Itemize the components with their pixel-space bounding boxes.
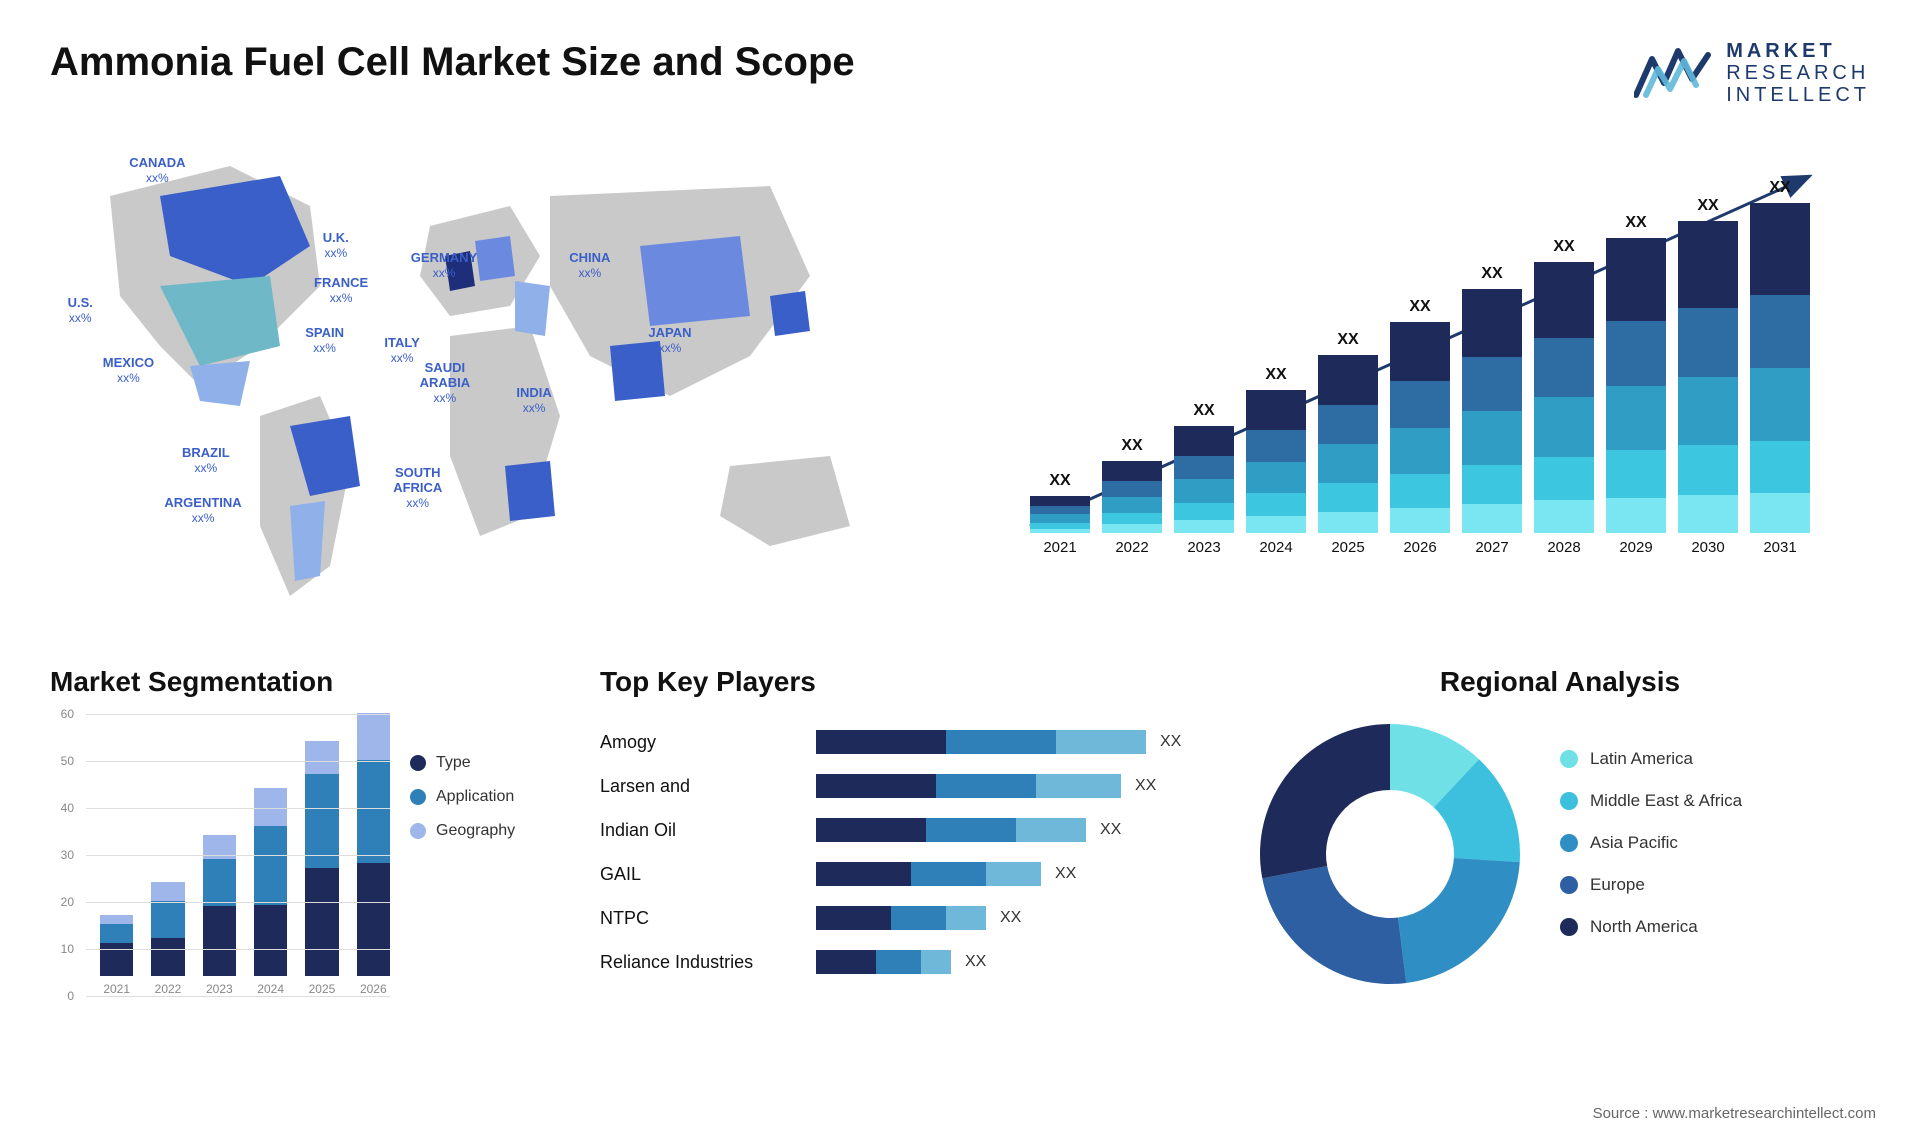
- map-label: CHINAxx%: [569, 251, 610, 281]
- growth-chart: XX2021XX2022XX2023XX2024XX2025XX2026XX20…: [970, 136, 1870, 636]
- segmentation-bar: 2024: [254, 788, 287, 996]
- regional-title: Regional Analysis: [1250, 666, 1870, 698]
- map-label: ARGENTINAxx%: [164, 496, 241, 526]
- map-label: SOUTHAFRICAxx%: [393, 466, 442, 511]
- source-text: Source : www.marketresearchintellect.com: [1593, 1105, 1876, 1122]
- growth-bar: XX2022: [1102, 437, 1162, 556]
- region-legend-item: Middle East & Africa: [1560, 791, 1870, 811]
- growth-bar: XX2025: [1318, 331, 1378, 556]
- world-map-svg: [50, 136, 930, 636]
- brand-logo: MARKET RESEARCH INTELLECT: [1634, 40, 1870, 106]
- players-chart: AmogyXXLarsen andXXIndian OilXXGAILXXNTP…: [600, 714, 1220, 984]
- growth-bar: XX2024: [1246, 366, 1306, 556]
- map-label: SAUDIARABIAxx%: [420, 361, 471, 406]
- growth-bar: XX2023: [1174, 402, 1234, 556]
- segmentation-bar: 2021: [100, 915, 133, 996]
- segmentation-bar: 2023: [203, 835, 236, 996]
- page-title: Ammonia Fuel Cell Market Size and Scope: [50, 40, 855, 85]
- map-label: CANADAxx%: [129, 156, 185, 186]
- players-title: Top Key Players: [600, 666, 1220, 698]
- region-legend-item: North America: [1560, 917, 1870, 937]
- donut-slice: [1398, 858, 1520, 983]
- map-label: U.K.xx%: [323, 231, 349, 261]
- map-label: MEXICOxx%: [103, 356, 154, 386]
- map-label: ITALYxx%: [384, 336, 419, 366]
- growth-bar: XX2029: [1606, 214, 1666, 556]
- segmentation-legend: Type Application Geography: [410, 754, 570, 856]
- growth-bar: XX2031: [1750, 179, 1810, 556]
- map-label: BRAZILxx%: [182, 446, 230, 476]
- map-label: FRANCExx%: [314, 276, 368, 306]
- region-legend-item: Europe: [1560, 875, 1870, 895]
- donut-slice: [1262, 866, 1406, 984]
- player-row: Indian OilXX: [600, 808, 1220, 852]
- logo-icon: [1634, 45, 1712, 101]
- growth-bar: XX2028: [1534, 238, 1594, 556]
- legend-item: Geography: [410, 822, 570, 840]
- player-row: Larsen andXX: [600, 764, 1220, 808]
- logo-line3: INTELLECT: [1726, 84, 1870, 106]
- world-map: CANADAxx% U.S.xx% MEXICOxx% BRAZILxx% ARGENT…: [50, 136, 930, 636]
- segmentation-chart: 202120222023202420252026 TypeApplication…: [50, 714, 570, 1024]
- regional-chart: Latin America Middle East & Africa Asia Pa…: [1250, 714, 1870, 994]
- growth-bar: XX2026: [1390, 298, 1450, 556]
- player-row: Reliance IndustriesXX: [600, 940, 1220, 984]
- map-label: GERMANYxx%: [411, 251, 477, 281]
- legend-item: Application: [410, 788, 570, 806]
- map-label: INDIAxx%: [516, 386, 551, 416]
- map-label: U.S.xx%: [68, 296, 93, 326]
- segmentation-bar: 2022: [151, 882, 184, 996]
- logo-line2: RESEARCH: [1726, 62, 1870, 84]
- growth-bar: XX2027: [1462, 265, 1522, 556]
- growth-bar: XX2030: [1678, 197, 1738, 556]
- region-legend-item: Asia Pacific: [1560, 833, 1870, 853]
- map-label: JAPANxx%: [648, 326, 691, 356]
- region-legend-item: Latin America: [1560, 749, 1870, 769]
- logo-line1: MARKET: [1726, 40, 1870, 62]
- map-label: SPAINxx%: [305, 326, 344, 356]
- segmentation-bar: 2025: [305, 741, 338, 996]
- player-row: AmogyXX: [600, 720, 1220, 764]
- donut-slice: [1260, 724, 1390, 878]
- player-row: GAILXX: [600, 852, 1220, 896]
- donut-svg: [1250, 714, 1530, 994]
- regional-legend: Latin America Middle East & Africa Asia Pa…: [1560, 749, 1870, 959]
- growth-bar: XX2021: [1030, 472, 1090, 556]
- player-row: NTPCXX: [600, 896, 1220, 940]
- legend-item: Type: [410, 754, 570, 772]
- segmentation-title: Market Segmentation: [50, 666, 570, 698]
